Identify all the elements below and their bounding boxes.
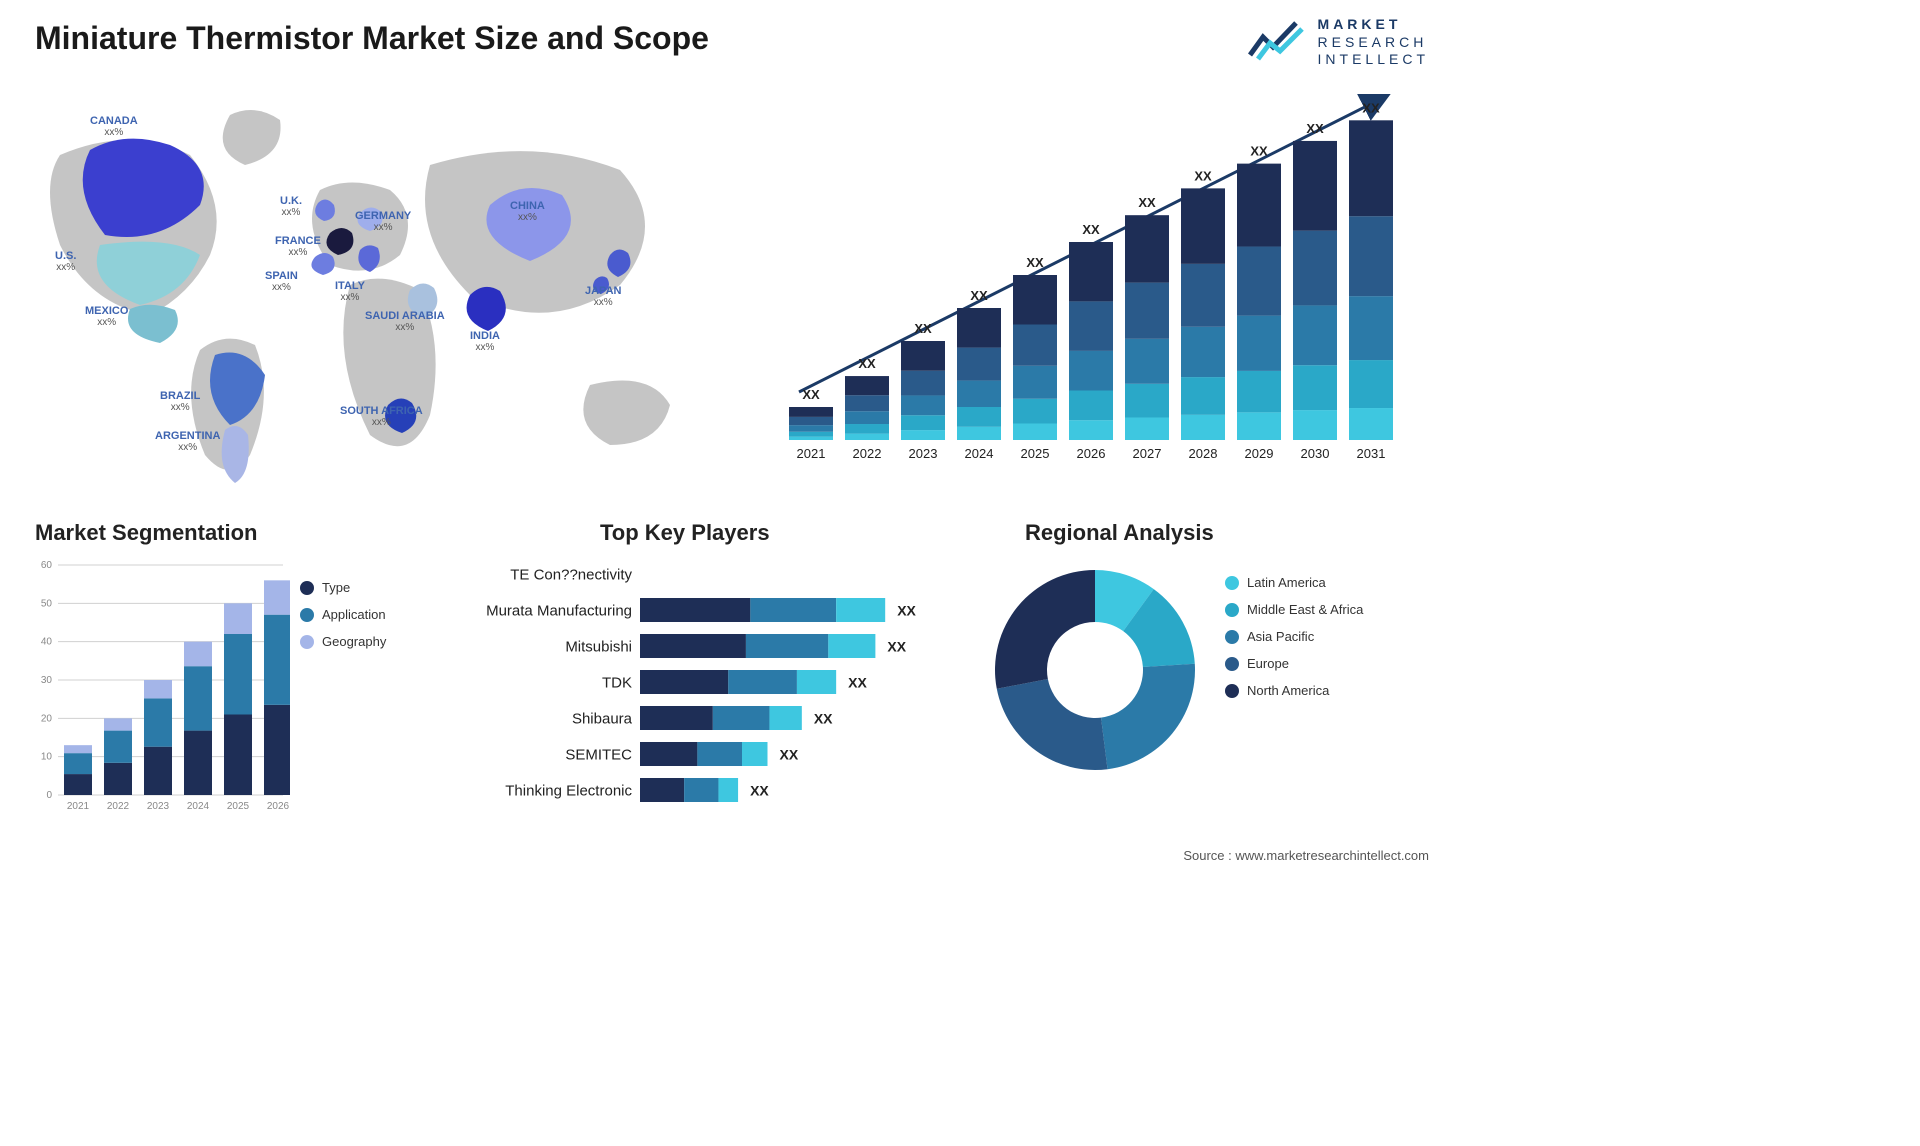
map-label: ITALYxx% (335, 280, 365, 303)
map-label: U.S.xx% (55, 250, 76, 273)
regional-title: Regional Analysis (1025, 520, 1214, 546)
map-label: SOUTH AFRICAxx% (340, 405, 423, 428)
segmentation-chart: 0 10 20 30 40 50 60 2021 2022 2023 2024 2025 2026 (30, 555, 290, 825)
source-text: Source : www.marketresearchintellect.com (1183, 848, 1429, 863)
svg-text:60: 60 (41, 560, 53, 571)
svg-text:XX: XX (887, 638, 906, 654)
map-label: GERMANYxx% (355, 210, 411, 233)
svg-text:2022: 2022 (107, 801, 130, 812)
map-label: FRANCExx% (275, 235, 321, 258)
svg-text:2026: 2026 (267, 801, 290, 812)
logo-mark-icon (1248, 15, 1308, 70)
world-map: CANADAxx% U.S.xx% MEXICOxx% BRAZILxx% ARGENT… (30, 95, 710, 490)
map-label: SPAINxx% (265, 270, 298, 293)
svg-text:Shibaura: Shibaura (572, 710, 633, 727)
brand-logo: MARKET RESEARCH INTELLECT (1248, 15, 1429, 70)
svg-text:2029: 2029 (1245, 446, 1274, 461)
map-label: JAPANxx% (585, 285, 621, 308)
svg-text:Mitsubishi: Mitsubishi (565, 638, 632, 655)
svg-text:10: 10 (41, 752, 53, 763)
svg-text:20: 20 (41, 713, 53, 724)
svg-text:2024: 2024 (965, 446, 994, 461)
market-size-chart: XX 2021 XX 2022 XX 2023 XX 2024 XX 2025 XX 2026 XX 20… (769, 90, 1419, 470)
svg-text:XX: XX (750, 782, 769, 798)
svg-text:XX: XX (1250, 144, 1268, 159)
segmentation-title: Market Segmentation (35, 520, 258, 546)
legend-item: Type (300, 580, 440, 595)
svg-text:XX: XX (848, 674, 867, 690)
svg-text:XX: XX (970, 288, 988, 303)
svg-text:XX: XX (1362, 100, 1380, 115)
svg-text:XX: XX (1138, 195, 1156, 210)
svg-text:30: 30 (41, 675, 53, 686)
map-label: ARGENTINAxx% (155, 430, 220, 453)
svg-text:XX: XX (1026, 255, 1044, 270)
svg-text:XX: XX (1082, 222, 1100, 237)
svg-text:TDK: TDK (602, 674, 632, 691)
svg-text:XX: XX (914, 321, 932, 336)
key-players-chart: TE Con??nectivity Murata Manufacturing XX M… (475, 555, 955, 835)
svg-text:2026: 2026 (1077, 446, 1106, 461)
svg-text:Murata Manufacturing: Murata Manufacturing (486, 602, 632, 619)
map-label: BRAZILxx% (160, 390, 200, 413)
svg-text:2023: 2023 (909, 446, 938, 461)
map-label: SAUDI ARABIAxx% (365, 310, 445, 333)
map-label: INDIAxx% (470, 330, 500, 353)
map-label: U.K.xx% (280, 195, 302, 218)
svg-text:XX: XX (858, 356, 876, 371)
svg-text:2024: 2024 (187, 801, 210, 812)
svg-text:XX: XX (814, 710, 833, 726)
legend-item: North America (1225, 683, 1425, 698)
svg-text:XX: XX (1306, 121, 1324, 136)
map-label: MEXICOxx% (85, 305, 128, 328)
svg-text:2021: 2021 (67, 801, 90, 812)
regional-donut (980, 555, 1210, 785)
page-title: Miniature Thermistor Market Size and Sco… (35, 20, 709, 57)
segmentation-legend: Type Application Geography (300, 580, 440, 661)
svg-text:XX: XX (1194, 168, 1212, 183)
svg-text:2030: 2030 (1301, 446, 1330, 461)
map-label: CHINAxx% (510, 200, 545, 223)
legend-item: Latin America (1225, 575, 1425, 590)
svg-text:XX: XX (802, 387, 820, 402)
legend-item: Asia Pacific (1225, 629, 1425, 644)
svg-text:2031: 2031 (1357, 446, 1386, 461)
logo-text: MARKET RESEARCH INTELLECT (1318, 16, 1429, 69)
svg-text:2025: 2025 (227, 801, 250, 812)
svg-text:2022: 2022 (853, 446, 882, 461)
svg-text:2027: 2027 (1133, 446, 1162, 461)
legend-item: Middle East & Africa (1225, 602, 1425, 617)
svg-text:50: 50 (41, 598, 53, 609)
svg-text:2025: 2025 (1021, 446, 1050, 461)
players-title: Top Key Players (600, 520, 770, 546)
legend-item: Geography (300, 634, 440, 649)
svg-text:Thinking Electronic: Thinking Electronic (505, 782, 632, 799)
svg-text:0: 0 (46, 790, 52, 801)
svg-text:2023: 2023 (147, 801, 170, 812)
legend-item: Europe (1225, 656, 1425, 671)
svg-text:2028: 2028 (1189, 446, 1218, 461)
svg-text:TE Con??nectivity: TE Con??nectivity (510, 566, 632, 583)
map-label: CANADAxx% (90, 115, 138, 138)
svg-text:40: 40 (41, 637, 53, 648)
svg-text:XX: XX (897, 602, 916, 618)
svg-text:SEMITEC: SEMITEC (565, 746, 632, 763)
legend-item: Application (300, 607, 440, 622)
svg-text:XX: XX (780, 746, 799, 762)
svg-text:2021: 2021 (797, 446, 826, 461)
regional-legend: Latin America Middle East & Africa Asia Pa… (1225, 575, 1425, 710)
